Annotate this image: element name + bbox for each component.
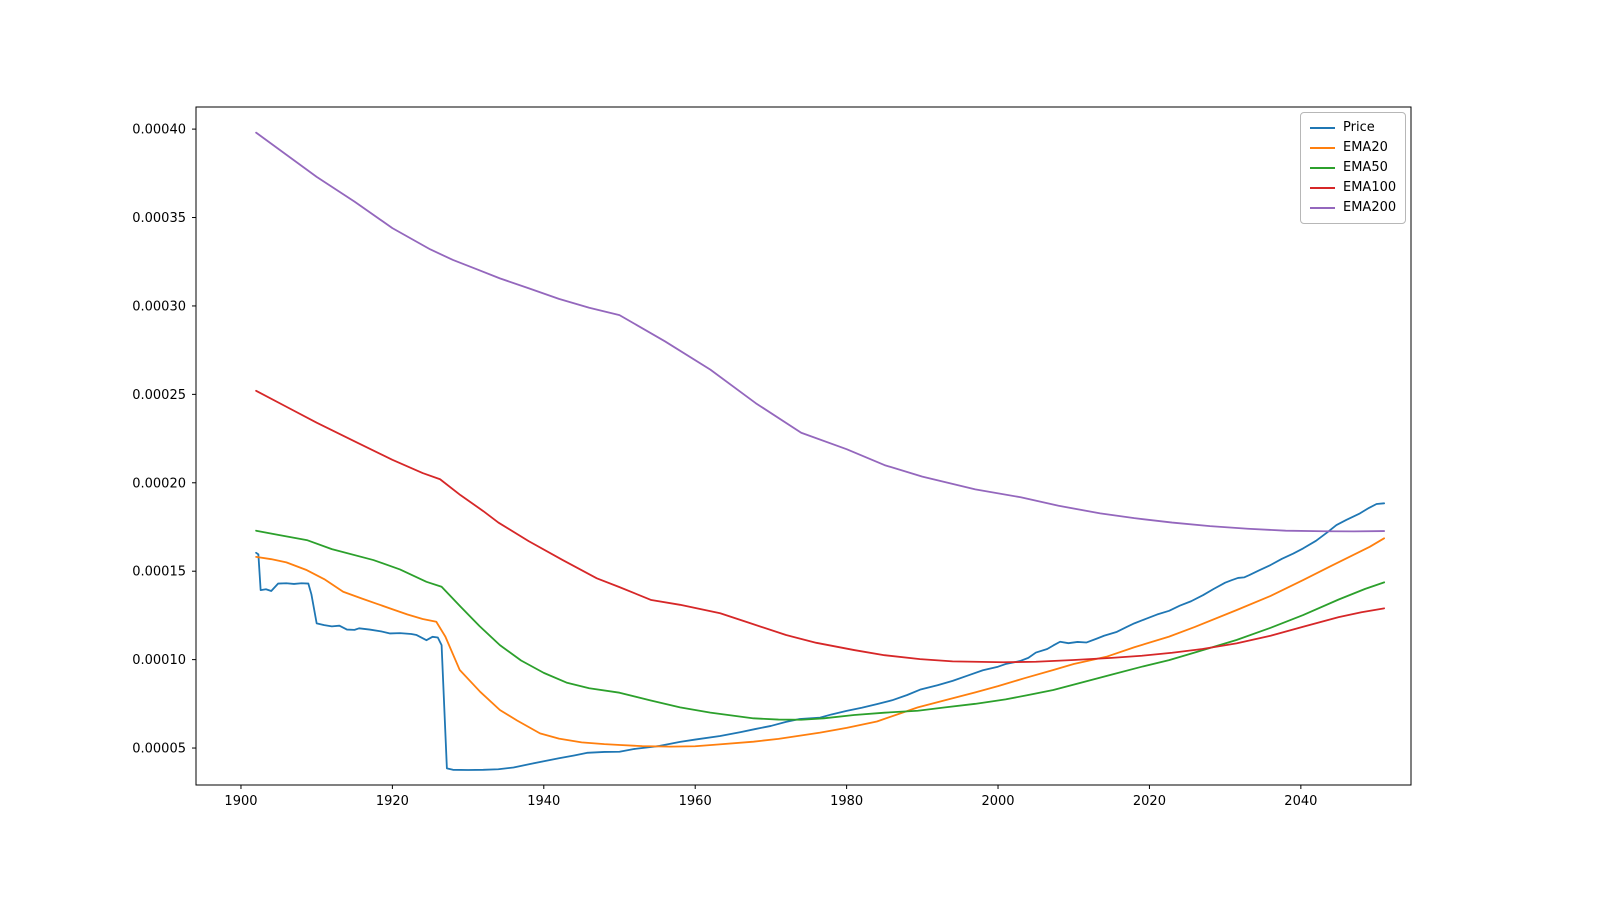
- x-tick-label: 1920: [376, 794, 409, 809]
- legend-line-swatch: [1310, 207, 1335, 209]
- legend-item-ema50: EMA50: [1310, 160, 1396, 176]
- legend-item-ema100: EMA100: [1310, 180, 1396, 196]
- series-line-ema50: [255, 529, 1386, 721]
- x-tick-label: 1980: [830, 794, 863, 809]
- legend-item-ema20: EMA20: [1310, 140, 1396, 156]
- legend-label: EMA100: [1343, 180, 1397, 195]
- series-line-ema200: [255, 131, 1386, 533]
- y-tick-label: 0.00015: [132, 565, 186, 580]
- series-line-ema100: [255, 389, 1386, 664]
- legend-line-swatch: [1310, 167, 1335, 169]
- y-tick-label: 0.00010: [132, 653, 186, 668]
- x-tick-label: 2000: [981, 794, 1014, 809]
- legend-label: EMA20: [1343, 140, 1388, 155]
- y-tick-label: 0.00025: [132, 388, 186, 403]
- legend-line-swatch: [1310, 127, 1335, 129]
- x-tick-label: 1900: [224, 794, 257, 809]
- y-tick-label: 0.00030: [132, 299, 186, 314]
- legend-label: EMA50: [1343, 160, 1388, 175]
- legend: Price EMA20 EMA50 EMA100 EMA200: [1300, 112, 1407, 224]
- legend-line-swatch: [1310, 187, 1335, 189]
- y-tick-label: 0.00040: [132, 123, 186, 138]
- x-tick-label: 2040: [1284, 794, 1317, 809]
- legend-label: EMA200: [1343, 200, 1397, 215]
- legend-line-swatch: [1310, 147, 1335, 149]
- legend-item-price: Price: [1310, 120, 1396, 136]
- y-tick-label: 0.00005: [132, 742, 186, 757]
- series-line-ema20: [255, 537, 1386, 748]
- x-tick-label: 1940: [527, 794, 560, 809]
- x-tick-label: 2020: [1133, 794, 1166, 809]
- y-tick-label: 0.00020: [132, 476, 186, 491]
- series-line-price: [255, 502, 1386, 771]
- y-tick-label: 0.00035: [132, 211, 186, 226]
- plot-border: [195, 106, 1412, 786]
- legend-item-ema200: EMA200: [1310, 200, 1396, 216]
- legend-label: Price: [1343, 120, 1375, 135]
- x-tick-label: 1960: [679, 794, 712, 809]
